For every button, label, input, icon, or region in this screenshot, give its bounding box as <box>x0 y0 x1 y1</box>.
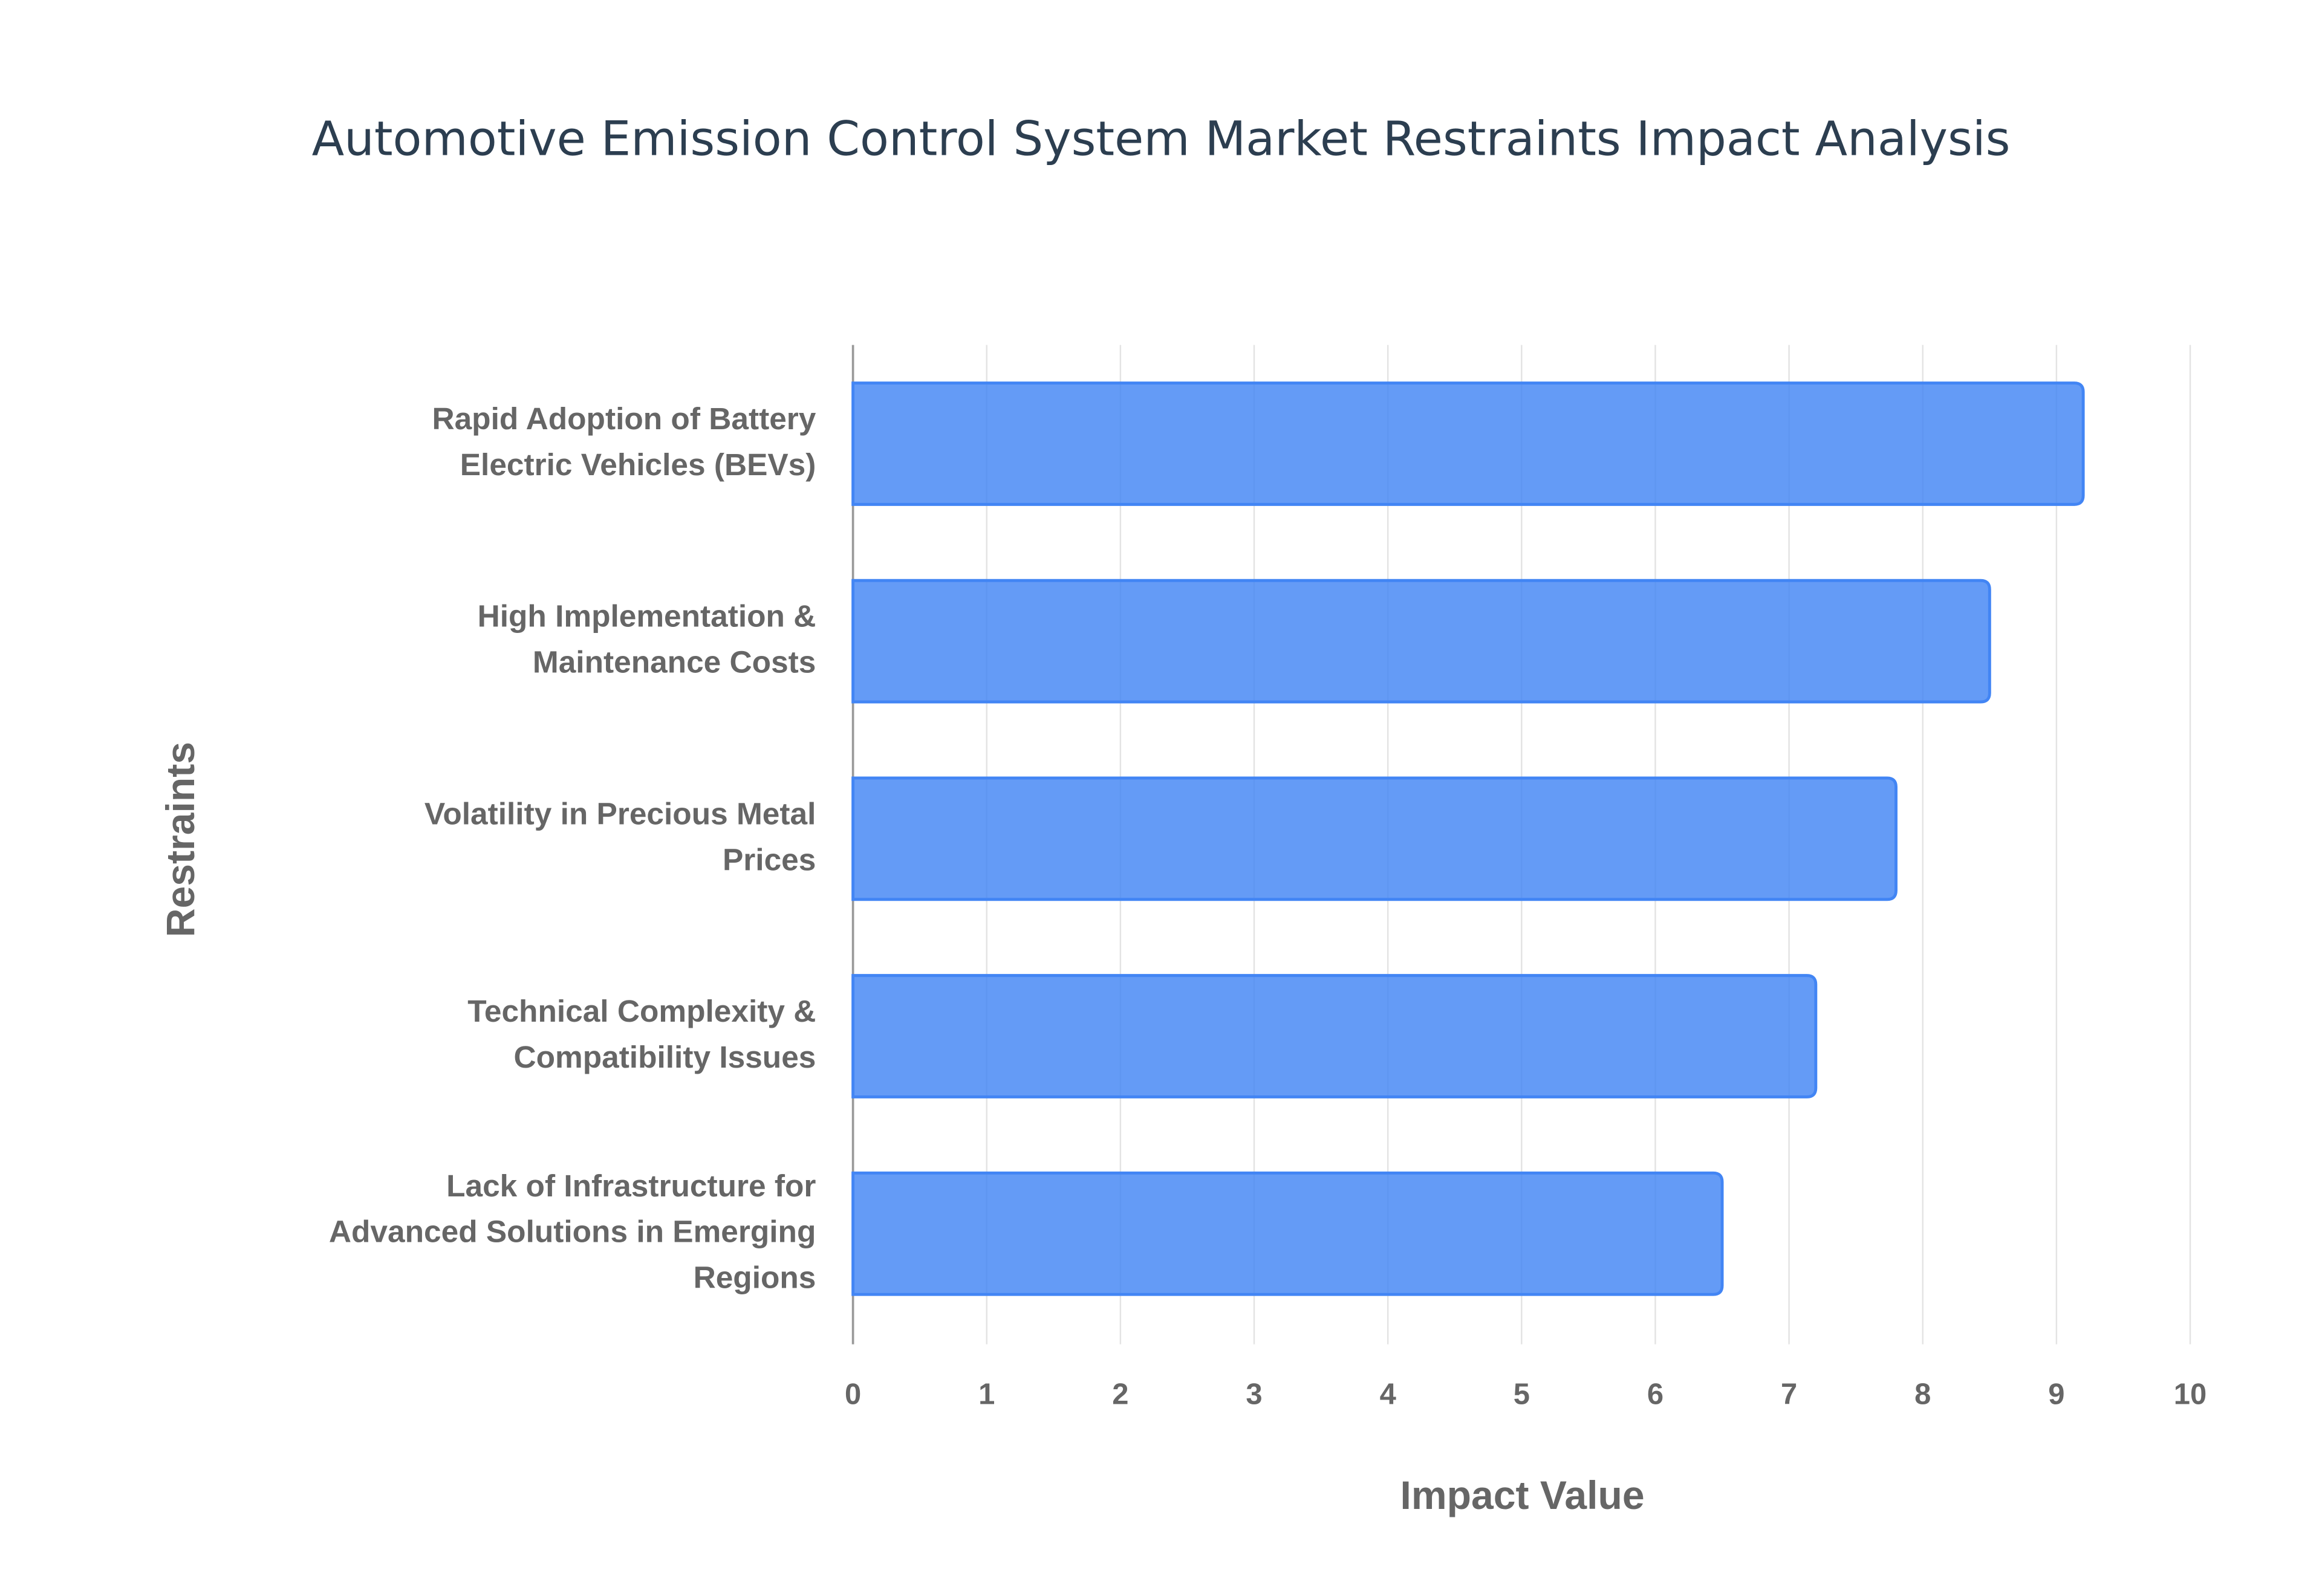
x-tick-label: 6 <box>1647 1378 1663 1410</box>
x-tick-label: 9 <box>2048 1378 2064 1410</box>
x-tick-label: 8 <box>1914 1378 1931 1410</box>
x-tick-label: 1 <box>978 1378 995 1410</box>
y-axis-title: Restraints <box>158 742 203 937</box>
chart-title: Automotive Emission Control System Marke… <box>312 112 2011 167</box>
x-tick-label: 5 <box>1514 1378 1530 1410</box>
y-tick-label: Rapid Adoption of Battery Electric Vehicl… <box>432 401 816 482</box>
x-tick-label: 0 <box>845 1378 861 1410</box>
x-axis-title: Impact Value <box>1400 1473 1644 1518</box>
y-tick-label: Technical Complexity & Compatibility Issu… <box>467 993 816 1074</box>
bar <box>851 776 1898 901</box>
bar <box>851 974 1818 1098</box>
y-tick-label: High Implementation & Maintenance Costs <box>478 598 816 679</box>
x-tick-label: 2 <box>1112 1378 1128 1410</box>
y-tick-label: Lack of Infrastructure for Advanced Solut… <box>329 1167 816 1294</box>
x-tick-label: 3 <box>1246 1378 1262 1410</box>
x-tick-label: 7 <box>1781 1378 1797 1410</box>
x-tick-label: 10 <box>2174 1378 2207 1410</box>
y-tick-label: Volatility in Precious Metal Prices <box>424 796 816 877</box>
bar <box>851 579 1991 704</box>
bar <box>851 1171 1724 1296</box>
x-tick-label: 4 <box>1380 1378 1396 1410</box>
bar <box>851 381 2085 506</box>
